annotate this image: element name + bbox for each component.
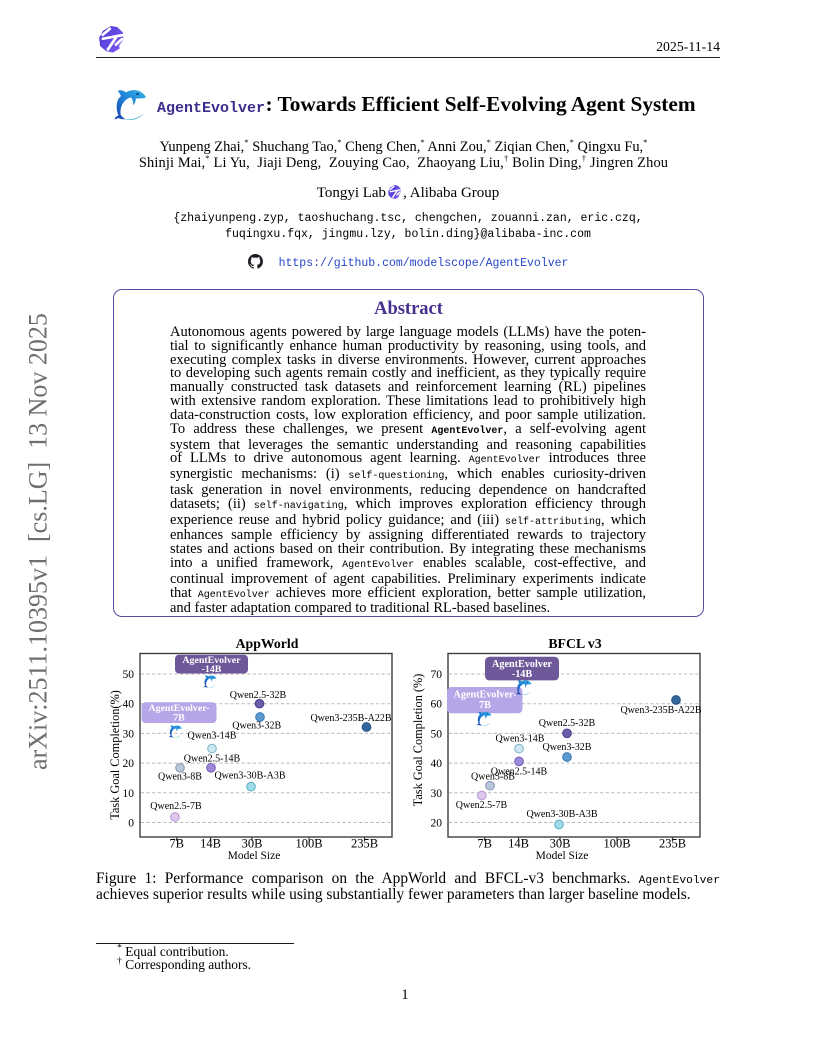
- svg-text:AgentEvolver: AgentEvolver: [182, 655, 241, 666]
- svg-text:7B: 7B: [479, 700, 491, 711]
- svg-text:Qwen3-32B: Qwen3-32B: [232, 721, 281, 732]
- svg-text:AgentEvolver-: AgentEvolver-: [148, 703, 209, 714]
- svg-text:AppWorld: AppWorld: [236, 637, 299, 651]
- svg-text:7B: 7B: [169, 837, 184, 851]
- svg-text:Qwen3-14B: Qwen3-14B: [496, 734, 545, 745]
- svg-text:-14B: -14B: [512, 669, 533, 680]
- svg-text:30: 30: [123, 728, 135, 740]
- svg-text:AgentEvolver-: AgentEvolver-: [454, 689, 518, 700]
- svg-text:Qwen2.5-14B: Qwen2.5-14B: [491, 766, 548, 777]
- svg-text:Qwen2.5-7B: Qwen2.5-7B: [456, 800, 508, 811]
- svg-text:7B: 7B: [477, 837, 492, 851]
- svg-text:Task Goal Completion (%): Task Goal Completion (%): [411, 674, 425, 807]
- svg-text:60: 60: [431, 699, 443, 711]
- svg-text:AgentEvolver: AgentEvolver: [492, 659, 552, 670]
- svg-text:100B: 100B: [295, 837, 322, 851]
- svg-text:Qwen2.5-32B: Qwen2.5-32B: [230, 690, 287, 701]
- svg-text:7B: 7B: [173, 712, 185, 723]
- svg-text:Qwen3-8B: Qwen3-8B: [158, 772, 202, 783]
- svg-text:-14B: -14B: [202, 664, 222, 675]
- svg-text:Qwen3-14B: Qwen3-14B: [188, 731, 237, 742]
- svg-text:70: 70: [431, 669, 443, 681]
- svg-text:Qwen3-235B-A22B: Qwen3-235B-A22B: [310, 713, 391, 724]
- svg-text:10: 10: [123, 788, 135, 800]
- svg-text:20: 20: [431, 818, 443, 830]
- svg-text:Task Goal Completion(%): Task Goal Completion(%): [108, 690, 122, 820]
- svg-text:Qwen2.5-32B: Qwen2.5-32B: [539, 718, 596, 729]
- svg-text:40: 40: [431, 758, 443, 770]
- svg-text:235B: 235B: [659, 837, 686, 851]
- svg-text:14B: 14B: [508, 837, 529, 851]
- svg-text:Qwen3-8B: Qwen3-8B: [471, 771, 515, 782]
- svg-text:50: 50: [431, 728, 443, 740]
- svg-text:Qwen2.5-7B: Qwen2.5-7B: [150, 801, 202, 812]
- svg-text:BFCL v3: BFCL v3: [548, 637, 601, 651]
- svg-text:0: 0: [128, 818, 134, 830]
- svg-text:Model Size: Model Size: [228, 850, 281, 862]
- svg-text:Qwen2.5-14B: Qwen2.5-14B: [184, 754, 241, 765]
- svg-text:40: 40: [123, 699, 135, 711]
- svg-text:Qwen3-235B-A22B: Qwen3-235B-A22B: [620, 705, 701, 716]
- svg-text:20: 20: [123, 758, 135, 770]
- svg-text:235B: 235B: [351, 837, 378, 851]
- svg-text:50: 50: [123, 669, 135, 681]
- svg-text:Qwen3-30B-A3B: Qwen3-30B-A3B: [526, 809, 597, 820]
- svg-text:30B: 30B: [242, 837, 263, 851]
- svg-text:Model Size: Model Size: [536, 850, 589, 862]
- svg-text:30: 30: [431, 788, 443, 800]
- svg-text:Qwen3-30B-A3B: Qwen3-30B-A3B: [214, 771, 285, 782]
- svg-text:100B: 100B: [603, 837, 630, 851]
- svg-text:30B: 30B: [550, 837, 571, 851]
- svg-text:14B: 14B: [200, 837, 221, 851]
- svg-text:Qwen3-32B: Qwen3-32B: [543, 742, 592, 753]
